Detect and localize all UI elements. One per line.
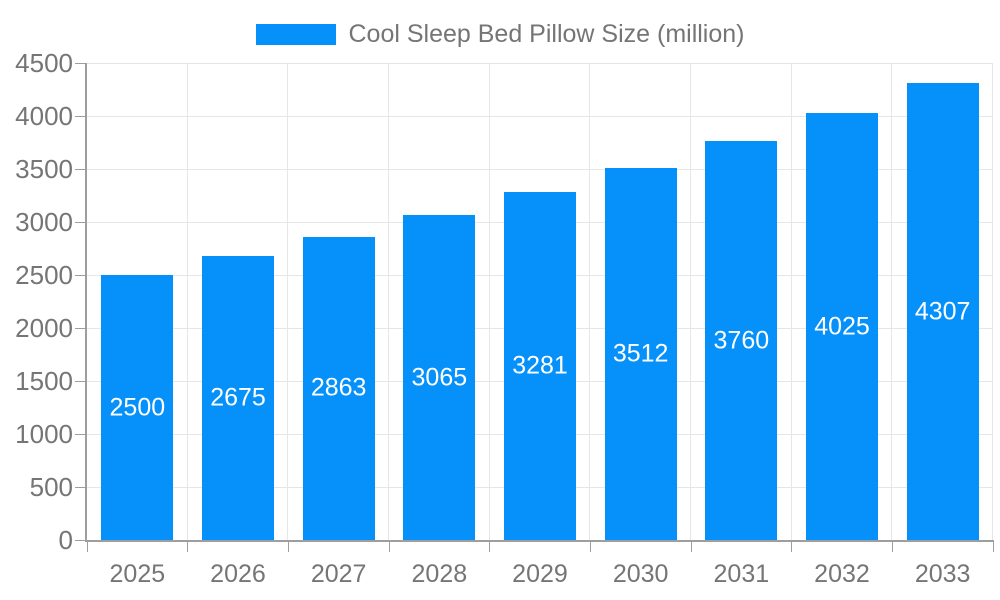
v-gridline: [287, 63, 289, 540]
bar-value-label: 3281: [512, 351, 568, 380]
y-tick: [75, 221, 85, 223]
bar-value-label: 2500: [109, 393, 166, 421]
y-axis-label: 1500: [15, 366, 73, 396]
x-tick: [489, 540, 491, 552]
y-axis-label: 4000: [15, 101, 73, 131]
bar: 2500: [101, 275, 174, 540]
y-tick: [75, 115, 85, 117]
v-gridline: [690, 63, 691, 540]
y-axis-label: 2000: [15, 313, 73, 343]
h-gridline: [87, 115, 993, 117]
y-tick: [75, 539, 85, 541]
x-tick: [891, 540, 893, 552]
bar: 3281: [504, 192, 576, 540]
bar: 2675: [202, 256, 274, 540]
x-axis-label: 2032: [814, 560, 870, 588]
y-axis-label: 4500: [15, 48, 73, 78]
y-tick: [75, 486, 85, 488]
legend-swatch: [255, 24, 336, 45]
bar-value-label: 3760: [713, 326, 770, 355]
bar-value-label: 2675: [210, 383, 266, 412]
v-gridline: [992, 63, 993, 540]
bar-value-label: 4025: [814, 312, 870, 341]
v-gridline: [790, 63, 792, 540]
bar-value-label: 3512: [612, 339, 669, 368]
legend: Cool Sleep Bed Pillow Size (million): [0, 20, 1000, 49]
y-axis-label: 500: [29, 472, 73, 502]
y-axis-label: 0: [58, 525, 73, 555]
plot-area: 2500 2675 2863 3065 3281 3512 3760 4025 4307: [75, 62, 994, 552]
x-axis-label: 2030: [612, 560, 669, 588]
y-tick: [75, 380, 85, 382]
y-tick: [75, 274, 85, 276]
x-tick: [791, 540, 793, 552]
x-axis-line: [85, 540, 993, 542]
x-tick: [589, 540, 591, 552]
bar-value-label: 4307: [914, 297, 971, 326]
y-tick: [75, 433, 85, 435]
y-axis-line: [85, 63, 87, 540]
bar: 3512: [604, 167, 677, 540]
h-gridline: [87, 168, 993, 170]
bar: 3065: [403, 215, 476, 540]
v-gridline: [891, 63, 893, 540]
x-axis-label: 2033: [914, 560, 971, 588]
y-tick: [75, 168, 85, 170]
bar-value-label: 2863: [310, 373, 367, 402]
bar: 4307: [906, 83, 979, 540]
x-tick: [388, 540, 390, 552]
y-axis-label: 2500: [15, 260, 73, 290]
x-axis-label: 2026: [210, 560, 266, 588]
bar: 2863: [302, 236, 375, 540]
x-tick: [287, 540, 289, 552]
x-tick: [992, 540, 994, 552]
x-tick: [86, 540, 88, 552]
x-axis-label: 2031: [713, 560, 770, 588]
v-gridline: [488, 63, 490, 540]
x-axis-label: 2028: [411, 560, 468, 588]
bar-value-label: 3065: [411, 363, 468, 392]
y-axis-label: 3500: [15, 154, 73, 184]
v-gridline: [186, 63, 188, 540]
x-tick: [690, 540, 692, 552]
bar: 3760: [705, 141, 778, 540]
bar: 4025: [806, 113, 878, 540]
x-axis-label: 2029: [512, 560, 568, 588]
y-axis-label: 1000: [15, 419, 73, 449]
v-gridline: [388, 63, 389, 540]
y-tick: [75, 62, 85, 64]
h-gridline: [87, 62, 993, 64]
x-axis-label: 2025: [109, 560, 166, 588]
x-tick: [187, 540, 189, 552]
y-axis-label: 3000: [15, 207, 73, 237]
x-axis-label: 2027: [310, 560, 367, 588]
y-tick: [75, 327, 85, 329]
v-gridline: [589, 63, 591, 540]
legend-label: Cool Sleep Bed Pillow Size (million): [348, 20, 745, 48]
